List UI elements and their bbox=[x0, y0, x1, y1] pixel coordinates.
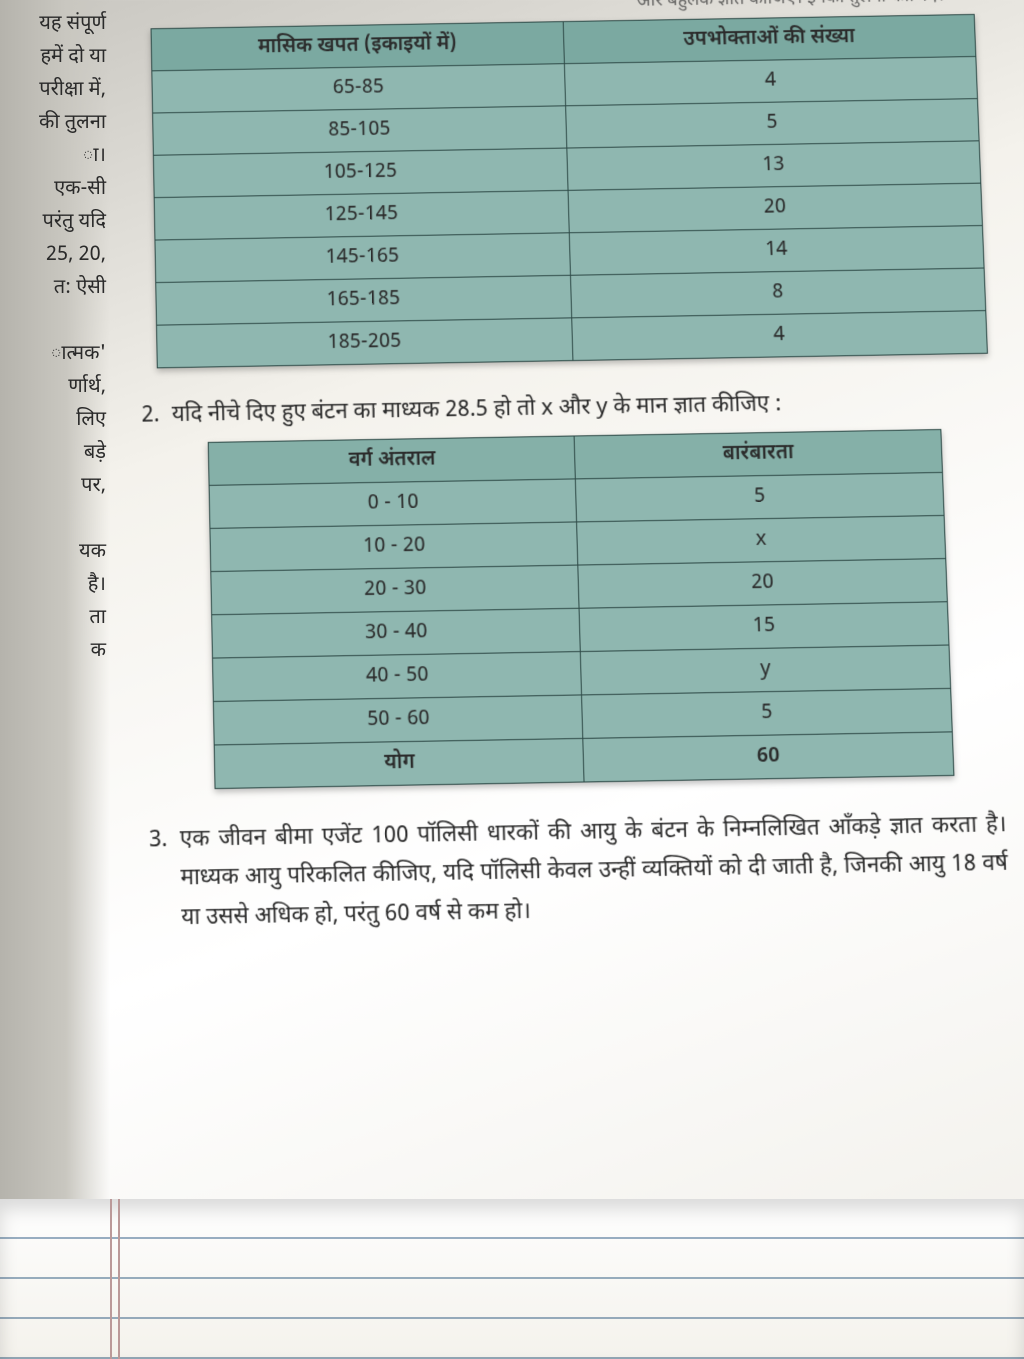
cell-value: 5 bbox=[582, 688, 952, 738]
gutter-line: हमें दो या bbox=[0, 43, 106, 74]
page-content: और बहुलक ज्ञात कीजिए। इनकी तुलना कीजिए। … bbox=[110, 0, 1024, 939]
cell-range: 165-185 bbox=[156, 275, 571, 325]
gutter-line: है। bbox=[0, 571, 106, 602]
gutter-line: परंतु यदि bbox=[0, 208, 106, 239]
question-3: 3. एक जीवन बीमा एजेंट 100 पॉलिसी धारकों … bbox=[143, 806, 1010, 938]
cell-range: 30 - 40 bbox=[212, 608, 581, 658]
cell-value: y bbox=[581, 645, 950, 695]
cell-range: 0 - 10 bbox=[210, 479, 578, 529]
gutter-line: एक-सी bbox=[0, 175, 106, 206]
gutter-line: 25, 20, bbox=[0, 241, 106, 272]
gutter-line: ता bbox=[0, 604, 106, 635]
cell-value: 14 bbox=[569, 226, 984, 276]
gutter-line: पर, bbox=[0, 472, 106, 503]
cell-range: 50 - 60 bbox=[214, 695, 583, 745]
cell-range: 65-85 bbox=[152, 64, 565, 113]
cell-range: 145-165 bbox=[155, 233, 570, 283]
cell-value: 15 bbox=[580, 602, 949, 652]
cell-value: 20 bbox=[578, 559, 947, 609]
header-class-interval: वर्ग अंतराल bbox=[209, 436, 576, 485]
gutter-line: क bbox=[0, 637, 106, 668]
gutter-line bbox=[0, 505, 106, 536]
cell-range: 125-145 bbox=[154, 190, 569, 240]
header-consumption: मासिक खपत (इकाइयों में) bbox=[151, 22, 564, 71]
gutter-line: यक bbox=[0, 538, 106, 569]
notebook-lines bbox=[0, 1199, 1024, 1359]
gutter-line: बड़े bbox=[0, 439, 106, 470]
question-number: 2. bbox=[135, 399, 160, 433]
gutter-line: परीक्षा में, bbox=[0, 76, 106, 107]
cell-range: 20 - 30 bbox=[211, 565, 579, 615]
left-gutter: यह संपूर्णहमें दो यापरीक्षा में,की तुलना… bbox=[0, 0, 110, 1359]
cell-value: 20 bbox=[568, 183, 983, 233]
cell-value: 4 bbox=[564, 56, 978, 105]
gutter-line: ात्मक' bbox=[0, 340, 106, 371]
gutter-line: लिए bbox=[0, 406, 106, 437]
gutter-line: ा। bbox=[0, 142, 106, 173]
cell-range: 185-205 bbox=[157, 318, 573, 368]
footer-total-value: 60 bbox=[583, 732, 953, 782]
consumption-table: मासिक खपत (इकाइयों में) उपभोक्ताओं की सं… bbox=[151, 14, 988, 368]
question-2: 2. यदि नीचे दिए हुए बंटन का माध्यक 28.5 … bbox=[135, 384, 990, 433]
gutter-line: की तुलना bbox=[0, 109, 106, 140]
cell-value: 5 bbox=[565, 99, 979, 148]
cell-value: x bbox=[577, 515, 945, 565]
header-frequency: बारंबारता bbox=[575, 430, 942, 479]
header-consumers: उपभोक्ताओं की संख्या bbox=[563, 14, 976, 63]
cell-value: 8 bbox=[570, 268, 986, 318]
cell-range: 85-105 bbox=[153, 106, 567, 155]
cell-range: 10 - 20 bbox=[210, 522, 578, 572]
gutter-line: त: ऐसी bbox=[0, 274, 106, 305]
question-text: एक जीवन बीमा एजेंट 100 पॉलिसी धारकों की … bbox=[179, 806, 1010, 938]
gutter-line bbox=[0, 307, 106, 338]
question-text: यदि नीचे दिए हुए बंटन का माध्यक 28.5 हो … bbox=[172, 384, 991, 432]
gutter-line: र्णार्थ, bbox=[0, 373, 106, 404]
footer-total-label: योग bbox=[215, 738, 585, 788]
cell-value: 5 bbox=[576, 472, 944, 521]
cell-value: 13 bbox=[566, 141, 980, 191]
cell-range: 105-125 bbox=[153, 148, 567, 198]
gutter-line: यह संपूर्ण bbox=[0, 10, 106, 41]
question-number: 3. bbox=[143, 821, 170, 938]
cell-value: 4 bbox=[571, 311, 987, 361]
cell-range: 40 - 50 bbox=[213, 652, 582, 702]
class-interval-table: वर्ग अंतराल बारंबारता 0 - 10510 - 20x20 … bbox=[208, 429, 954, 789]
